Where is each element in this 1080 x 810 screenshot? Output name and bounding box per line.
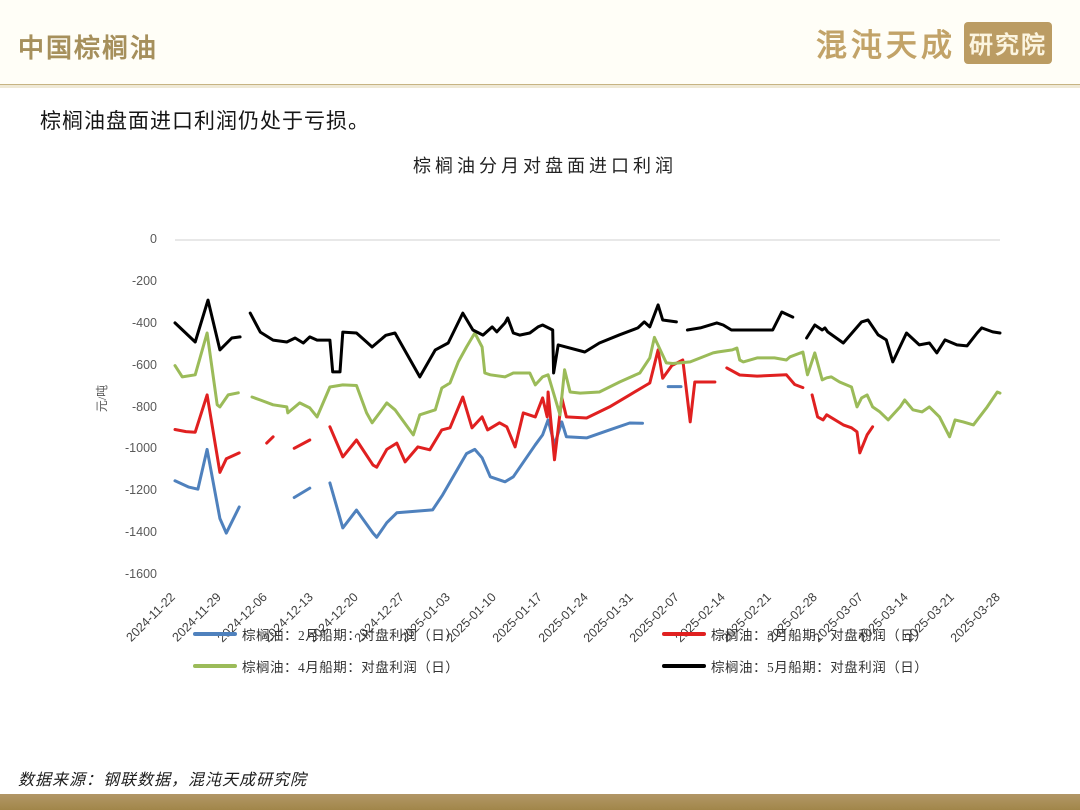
series-line-3: [173, 298, 242, 352]
series-line-1: [810, 393, 875, 455]
series-line-2: [250, 331, 1002, 439]
series-line-0: [292, 486, 312, 499]
series-line-1: [725, 366, 805, 390]
y-tick-label: -1200: [125, 483, 157, 498]
legend-item-mar: 棕榈油：3月船期：对盘利润（日）: [662, 624, 928, 644]
x-tick-label: 2024-11-22: [123, 590, 178, 645]
series-line-3: [685, 310, 795, 332]
series-line-0: [173, 447, 241, 535]
legend-label-mar: 棕榈油：3月船期：对盘利润（日）: [711, 628, 929, 643]
header-bar: 中国棕榈油 混沌天成 研究院: [0, 0, 1080, 85]
page-title: 中国棕榈油: [18, 34, 159, 63]
series-line-0: [328, 418, 644, 539]
y-tick-label: 0: [150, 232, 157, 246]
y-tick-label: -800: [131, 399, 157, 414]
brand-logo-box: 研究院: [964, 21, 1052, 64]
chart-title: 棕榈油分月对盘面进口利润: [413, 156, 677, 176]
y-tick-label: -400: [131, 315, 157, 330]
legend-item-may: 棕榈油：5月船期：对盘利润（日）: [662, 656, 928, 676]
legend-marker-mar: [662, 632, 706, 636]
headline: 棕榈油盘面进口利润仍处于亏损。: [40, 109, 370, 133]
series-line-1: [328, 348, 717, 469]
y-tick-label: -200: [131, 273, 157, 288]
legend-label-feb: 棕榈油：2月船期：对盘利润（日）: [242, 628, 460, 643]
series-line-3: [805, 318, 1002, 364]
legend-label-may: 棕榈油：5月船期：对盘利润（日）: [711, 660, 929, 675]
legend-item-apr: 棕榈油：4月船期：对盘利润（日）: [193, 656, 459, 676]
legend-marker-feb: [193, 632, 237, 636]
legend-marker-may: [662, 664, 706, 668]
brand-logo-text: 混沌天成: [816, 28, 956, 63]
data-source: 数据来源：钢联数据，混沌天成研究院: [18, 772, 308, 789]
y-tick-label: -600: [131, 357, 157, 372]
series-line-2: [173, 331, 240, 409]
series-line-1: [265, 435, 275, 445]
y-tick-label: -1600: [125, 567, 157, 581]
bottom-bar: [0, 794, 1080, 810]
series-line-1: [173, 393, 241, 474]
legend-item-feb: 棕榈油：2月船期：对盘利润（日）: [193, 624, 459, 644]
series-line-1: [292, 438, 312, 450]
y-tick-label: -1000: [125, 441, 157, 456]
y-tick-label: -1400: [125, 525, 157, 540]
series-line-3: [248, 303, 678, 379]
legend-marker-apr: [193, 664, 237, 668]
legend-label-apr: 棕榈油：4月船期：对盘利润（日）: [242, 660, 460, 675]
brand-logo: 混沌天成 研究院: [816, 20, 1052, 65]
